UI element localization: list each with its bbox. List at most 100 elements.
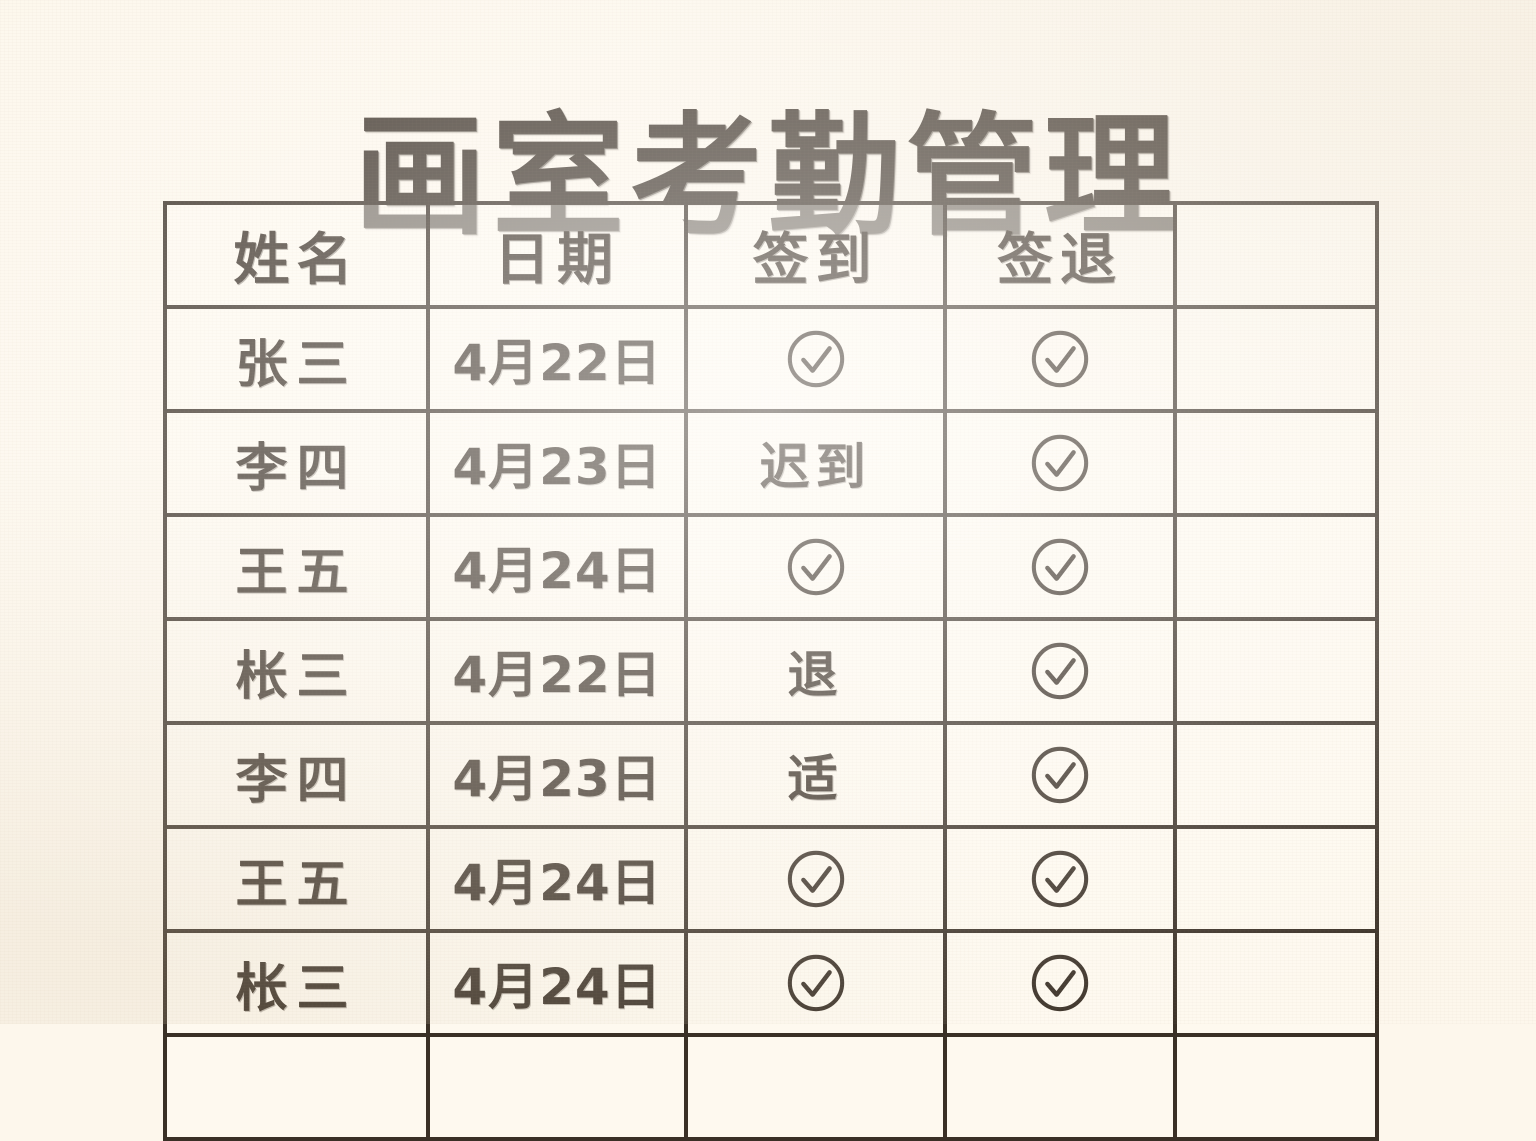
column-header-extra <box>1173 201 1379 309</box>
cell-extra-text <box>1276 362 1277 363</box>
table-row: 枨三 4月24日 <box>163 929 1379 1037</box>
cell-checkout <box>943 721 1177 829</box>
cell-checkin: 适 <box>684 721 947 829</box>
cell-name: 王五 <box>163 825 430 933</box>
cell-checkin-empty <box>815 1090 816 1091</box>
column-header-name: 姓名 <box>163 201 430 309</box>
cell-date-text: 4月24日 <box>452 542 662 600</box>
cell-checkout <box>943 825 1177 933</box>
cell-checkout <box>943 305 1177 413</box>
cell-extra-text <box>1276 1090 1277 1091</box>
cell-date-text: 4月24日 <box>452 958 662 1016</box>
cell-date-text: 4月23日 <box>452 438 662 496</box>
check-circle-icon <box>1029 432 1091 494</box>
cell-checkout <box>943 617 1177 725</box>
cell-date: 4月22日 <box>426 305 688 413</box>
cell-date: 4月24日 <box>426 929 688 1037</box>
cell-name-text: 枨三 <box>235 646 358 707</box>
cell-name: 张三 <box>163 305 430 413</box>
cell-checkin: 退 <box>684 617 947 725</box>
check-circle-icon <box>1029 848 1091 910</box>
table-body: 张三 4月22日 李四 4月23日 迟到 王五 4月24日 枨三 4月22日退李四 4月23日适王… <box>163 305 1379 1141</box>
cell-checkin <box>684 929 947 1037</box>
attendance-sheet-page: 画室考勤管理 姓名 日期 签到 签退 <box>163 106 1379 1141</box>
cell-checkin-text: 适 <box>787 750 844 808</box>
cell-name-text: 张三 <box>235 334 358 395</box>
cell-checkin <box>684 1033 947 1141</box>
check-circle-icon <box>1029 328 1091 390</box>
cell-extra <box>1173 305 1379 413</box>
cell-date: 4月24日 <box>426 513 688 621</box>
cell-extra <box>1173 1033 1379 1141</box>
cell-extra <box>1173 929 1379 1037</box>
cell-checkout <box>943 1033 1177 1141</box>
cell-name: 枨三 <box>163 929 430 1037</box>
check-circle-icon <box>1029 536 1091 598</box>
check-circle-icon <box>1029 744 1091 806</box>
table-row <box>163 1033 1379 1141</box>
cell-date-text: 4月24日 <box>452 854 662 912</box>
check-circle-icon <box>785 848 847 910</box>
check-circle-icon <box>1029 640 1091 702</box>
cell-extra <box>1173 409 1379 517</box>
cell-date: 4月23日 <box>426 409 688 517</box>
cell-extra <box>1173 617 1379 725</box>
column-header-checkin-label: 签到 <box>752 227 879 293</box>
cell-extra <box>1173 721 1379 829</box>
cell-name: 李四 <box>163 409 430 517</box>
table-row: 王五 4月24日 <box>163 825 1379 933</box>
cell-name-text: 李四 <box>235 750 358 811</box>
cell-name <box>163 1033 430 1141</box>
cell-date: 4月24日 <box>426 825 688 933</box>
table-row: 李四 4月23日 迟到 <box>163 409 1379 517</box>
cell-date-text: 4月23日 <box>452 750 662 808</box>
column-header-checkout: 签退 <box>943 201 1177 309</box>
cell-extra <box>1173 825 1379 933</box>
cell-name: 枨三 <box>163 617 430 725</box>
column-header-checkin: 签到 <box>684 201 947 309</box>
check-circle-icon <box>785 328 847 390</box>
table-row: 张三 4月22日 <box>163 305 1379 413</box>
cell-name-text: 王五 <box>235 854 358 915</box>
cell-extra-text <box>1276 466 1277 467</box>
cell-date <box>426 1033 688 1141</box>
cell-checkin <box>684 825 947 933</box>
column-header-checkout-label: 签退 <box>997 227 1123 293</box>
cell-checkout <box>943 513 1177 621</box>
cell-checkin <box>684 513 947 621</box>
column-header-date: 日期 <box>426 201 688 309</box>
cell-checkin-text: 迟到 <box>759 438 872 496</box>
cell-name-text: 枨三 <box>235 958 358 1019</box>
cell-date: 4月22日 <box>426 617 688 725</box>
cell-extra-text <box>1276 570 1277 571</box>
cell-checkout-empty <box>1060 1090 1061 1091</box>
cell-checkin <box>684 305 947 413</box>
cell-name-text: 李四 <box>235 438 358 499</box>
cell-extra <box>1173 513 1379 621</box>
column-header-name-label: 姓名 <box>233 227 360 293</box>
cell-name: 王五 <box>163 513 430 621</box>
cell-extra-text <box>1276 674 1277 675</box>
cell-date-text: 4月22日 <box>452 646 662 704</box>
table-row: 李四 4月23日 适 <box>163 721 1379 829</box>
cell-date-text: 4月22日 <box>452 334 662 392</box>
cell-extra-text <box>1276 778 1277 779</box>
check-circle-icon <box>785 536 847 598</box>
cell-checkout <box>943 929 1177 1037</box>
cell-date: 4月23日 <box>426 721 688 829</box>
check-circle-icon <box>1029 952 1091 1014</box>
cell-checkout <box>943 409 1177 517</box>
table-header-row: 姓名 日期 签到 签退 <box>163 201 1379 309</box>
cell-extra-text <box>1276 882 1277 883</box>
attendance-table: 姓名 日期 签到 签退 张三 4月22日 李四 4月23日 迟到 王五 4月24日 枨三 4月2… <box>163 201 1379 1141</box>
cell-name-text: 王五 <box>235 542 358 603</box>
cell-checkin: 迟到 <box>684 409 947 517</box>
check-circle-icon <box>785 952 847 1014</box>
cell-checkin-text: 退 <box>787 646 844 704</box>
cell-name: 李四 <box>163 721 430 829</box>
column-header-date-label: 日期 <box>494 227 620 293</box>
cell-extra-text <box>1276 986 1277 987</box>
table-header: 姓名 日期 签到 签退 <box>163 201 1379 309</box>
table-row: 枨三 4月22日 退 <box>163 617 1379 725</box>
table-row: 王五 4月24日 <box>163 513 1379 621</box>
